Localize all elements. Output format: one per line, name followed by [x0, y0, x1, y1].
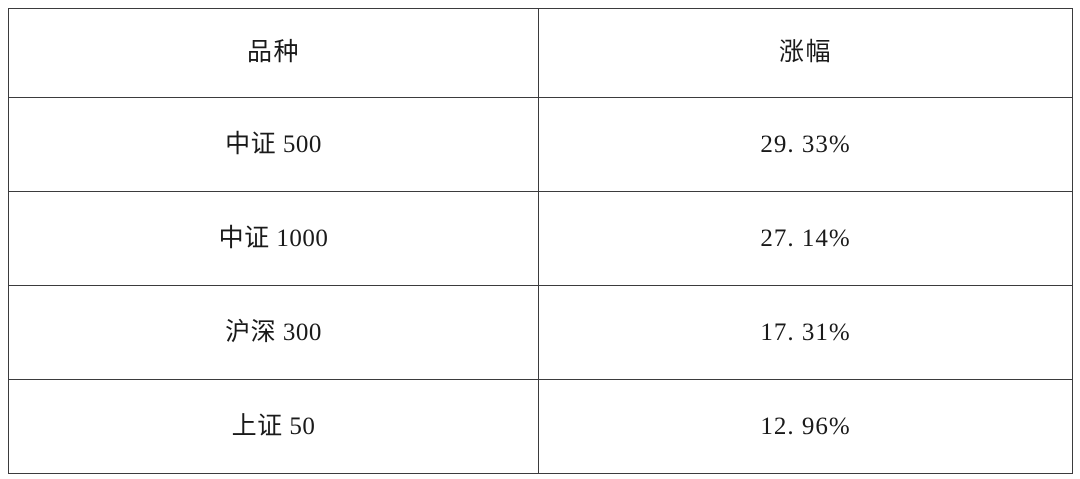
column-header-change-label: 涨幅 [778, 39, 832, 66]
column-header-variety: 品种 [8, 8, 539, 98]
cell-change: 27. 14% [538, 191, 1073, 286]
change-value: 29. 33% [760, 130, 851, 158]
table-row: 沪深 300 17. 31% [8, 285, 1073, 380]
index-performance-table: 品种 涨幅 中证 500 29. 33% 中证 1000 [8, 8, 1073, 474]
table-row: 中证 500 29. 33% [8, 97, 1073, 192]
change-value: 12. 96% [760, 412, 851, 440]
cell-variety: 上证 50 [8, 379, 539, 474]
variety-value: 中证 1000 [218, 224, 329, 252]
cell-change: 12. 96% [538, 379, 1073, 474]
cell-variety: 中证 1000 [8, 191, 539, 286]
cell-variety: 中证 500 [8, 97, 539, 192]
change-value: 27. 14% [760, 224, 851, 252]
variety-value: 沪深 300 [225, 318, 322, 346]
table-body: 中证 500 29. 33% 中证 1000 27. 14% 沪深 300 [8, 97, 1073, 474]
table-header-row: 品种 涨幅 [8, 8, 1073, 98]
column-header-change: 涨幅 [538, 8, 1073, 98]
column-header-variety-label: 品种 [246, 39, 300, 66]
table-row: 中证 1000 27. 14% [8, 191, 1073, 286]
change-value: 17. 31% [760, 318, 851, 346]
cell-change: 17. 31% [538, 285, 1073, 380]
variety-value: 上证 50 [231, 412, 316, 440]
table-header: 品种 涨幅 [8, 8, 1073, 98]
table-row: 上证 50 12. 96% [8, 379, 1073, 474]
cell-change: 29. 33% [538, 97, 1073, 192]
cell-variety: 沪深 300 [8, 285, 539, 380]
variety-value: 中证 500 [225, 130, 322, 158]
